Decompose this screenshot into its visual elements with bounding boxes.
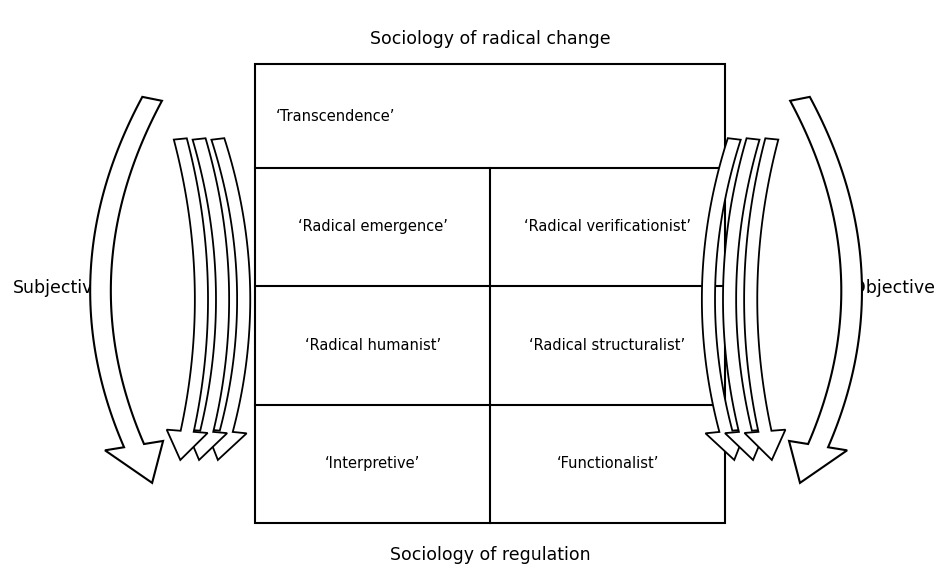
Polygon shape [744, 138, 786, 460]
Text: ‘Radical humanist’: ‘Radical humanist’ [304, 338, 441, 353]
Text: ‘Functionalist’: ‘Functionalist’ [556, 456, 659, 471]
Polygon shape [702, 138, 746, 460]
Text: Objective: Objective [852, 279, 936, 297]
Polygon shape [206, 138, 250, 460]
Text: ‘Radical emergence’: ‘Radical emergence’ [298, 219, 447, 234]
Text: Sociology of regulation: Sociology of regulation [390, 545, 591, 563]
Text: ‘Radical structuralist’: ‘Radical structuralist’ [529, 338, 685, 353]
Polygon shape [90, 97, 163, 483]
Text: ‘Interpretive’: ‘Interpretive’ [325, 456, 420, 471]
Polygon shape [186, 138, 229, 460]
Polygon shape [789, 97, 862, 483]
Text: ‘Transcendence’: ‘Transcendence’ [276, 108, 395, 123]
Text: ‘Radical verificationist’: ‘Radical verificationist’ [524, 219, 691, 234]
Polygon shape [167, 138, 208, 460]
Polygon shape [723, 138, 766, 460]
Text: Subjective: Subjective [12, 279, 104, 297]
Text: Sociology of radical change: Sociology of radical change [370, 29, 611, 48]
